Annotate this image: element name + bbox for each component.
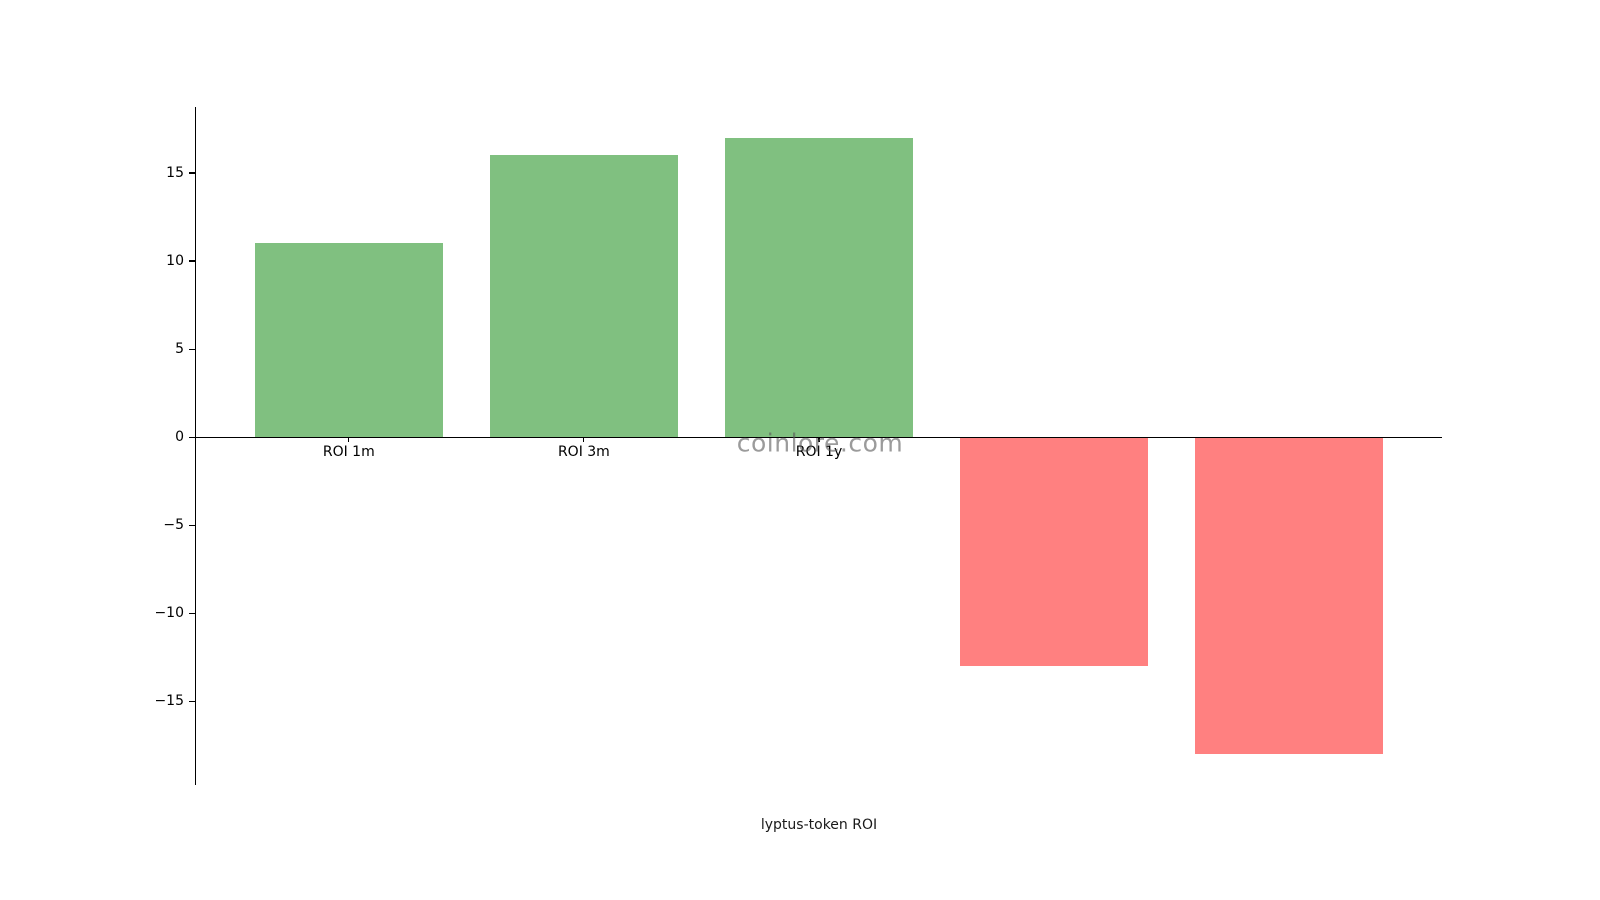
plot-area: 15 10 5 0 −5 −10 −15 ROI 1m ROI 3m ROI 1y <box>154 107 1442 785</box>
y-tick-mark <box>189 260 195 262</box>
y-tick-label: −15 <box>154 693 184 710</box>
x-tick-mark <box>348 437 350 443</box>
y-axis-spine <box>195 107 197 785</box>
y-tick-label: 5 <box>175 341 184 358</box>
y-tick-mark <box>189 348 195 350</box>
x-tick-label: ROI 1m <box>322 444 375 461</box>
y-tick-mark <box>189 436 195 438</box>
bar-positive <box>724 137 914 438</box>
watermark: coinlore.com <box>736 428 904 458</box>
bar-negative <box>1195 437 1384 755</box>
x-tick-label: ROI 3m <box>557 444 610 461</box>
chart-xlabel: lyptus-token ROI <box>760 817 878 833</box>
y-tick-mark <box>189 700 195 702</box>
x-tick-label: ROI 1y <box>795 444 843 461</box>
y-tick-mark <box>189 524 195 526</box>
y-tick-label: −5 <box>163 517 184 534</box>
bar-negative <box>960 437 1149 667</box>
x-tick-mark <box>583 437 585 443</box>
bar-positive <box>489 155 678 438</box>
y-tick-label: 15 <box>166 165 184 182</box>
bar-positive <box>254 243 443 438</box>
y-tick-label: −10 <box>154 605 184 622</box>
y-tick-mark <box>189 612 195 614</box>
x-axis-line <box>196 436 1442 438</box>
x-tick-mark <box>818 437 820 443</box>
y-tick-mark <box>189 172 195 174</box>
y-tick-label: 0 <box>175 429 184 446</box>
y-tick-label: 10 <box>166 253 184 270</box>
